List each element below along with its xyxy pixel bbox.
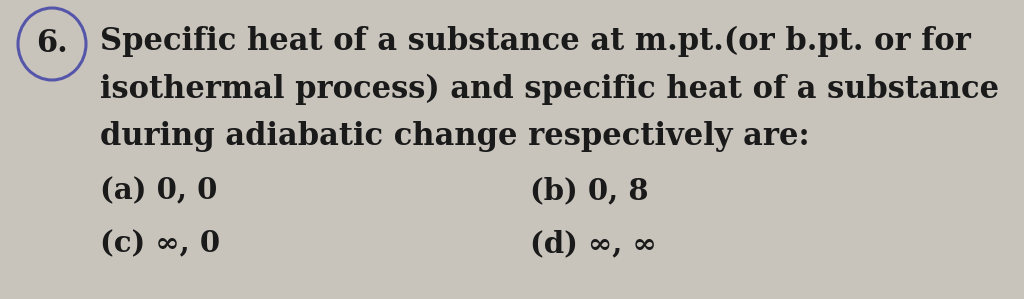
Text: (a) 0, 0: (a) 0, 0 (100, 176, 217, 205)
Text: isothermal process) and specific heat of a substance: isothermal process) and specific heat of… (100, 73, 999, 105)
Text: during adiabatic change respectively are:: during adiabatic change respectively are… (100, 120, 810, 152)
Text: Specific heat of a substance at m.pt.(or b.pt. or for: Specific heat of a substance at m.pt.(or… (100, 25, 971, 57)
Text: (c) ∞, 0: (c) ∞, 0 (100, 230, 220, 259)
Text: (b) 0, 8: (b) 0, 8 (530, 176, 648, 205)
Text: 6.: 6. (36, 28, 68, 60)
Text: (d) ∞, ∞: (d) ∞, ∞ (530, 230, 656, 259)
